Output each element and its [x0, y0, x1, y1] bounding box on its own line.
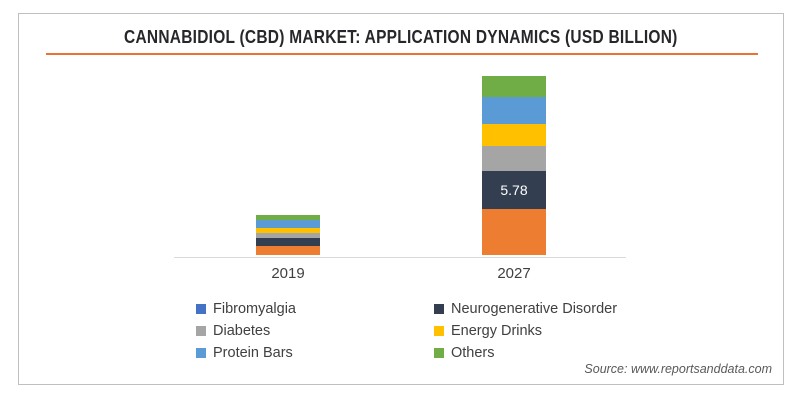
- legend-item-neurogenerative-disorder: Neurogenerative Disorder: [434, 300, 618, 317]
- legend-label: Fibromyalgia: [213, 300, 296, 317]
- x-axis-line: [174, 257, 626, 258]
- x-axis-label-2019: 2019: [271, 265, 305, 282]
- bar-segment-others-2019: [256, 215, 320, 221]
- legend-item-fibromyalgia: Fibromyalgia: [196, 300, 434, 317]
- legend-item-others: Others: [434, 344, 617, 361]
- legend-label: Neurogenerative Disorder: [451, 300, 618, 317]
- legend-swatch-icon: [434, 347, 444, 358]
- bar-segment-protein-bars-2027: [482, 96, 546, 124]
- source-text: Source: www.reportsanddata.com: [584, 362, 772, 376]
- bar-segment-fibromyalgia-2027: [482, 209, 546, 255]
- bar-segment-protein-bars-2019: [256, 220, 320, 228]
- legend-swatch-icon: [434, 303, 444, 314]
- legend-swatch-icon: [196, 325, 206, 336]
- bar-segment-neurogenerative-disorder-2019: [256, 238, 320, 247]
- legend-swatch-icon: [196, 347, 206, 358]
- stacked-bar-2027: 5.78: [482, 75, 546, 255]
- legend-label: Energy Drinks: [451, 322, 543, 339]
- bar-segment-neurogenerative-disorder-2027: 5.78: [482, 171, 546, 210]
- legend-swatch-icon: [196, 303, 206, 314]
- legend-label: Protein Bars: [213, 344, 293, 361]
- legend-swatch-icon: [434, 325, 444, 336]
- bar-segment-energy-drinks-2027: [482, 123, 546, 146]
- x-axis-label-2027: 2027: [497, 265, 531, 282]
- legend-label: Others: [451, 344, 495, 361]
- chart-title: CANNABIDIOL (CBD) MARKET: APPLICATION DY…: [124, 27, 678, 47]
- bar-segment-diabetes-2027: [482, 145, 546, 172]
- legend: Fibromyalgia Neurogenerative Disorder Diab…: [196, 300, 618, 361]
- chart-card: CANNABIDIOL (CBD) MARKET: APPLICATION DY…: [18, 13, 784, 385]
- legend-item-energy-drinks: Energy Drinks: [434, 322, 617, 339]
- title-underline: [46, 53, 758, 55]
- legend-item-diabetes: Diabetes: [196, 322, 434, 339]
- stacked-bar-2019: [256, 215, 320, 255]
- bar-segment-fibromyalgia-2019: [256, 246, 320, 255]
- bar-segment-diabetes-2019: [256, 233, 320, 239]
- legend-item-protein-bars: Protein Bars: [196, 344, 434, 361]
- data-label-neurogenerative-disorder-2027: 5.78: [500, 182, 528, 199]
- plot-area: 5.78 2019 2027: [19, 14, 783, 384]
- bar-segment-others-2027: [482, 75, 546, 97]
- title-row: CANNABIDIOL (CBD) MARKET: APPLICATION DY…: [19, 27, 783, 48]
- legend-label: Diabetes: [213, 322, 271, 339]
- bar-segment-energy-drinks-2019: [256, 227, 320, 234]
